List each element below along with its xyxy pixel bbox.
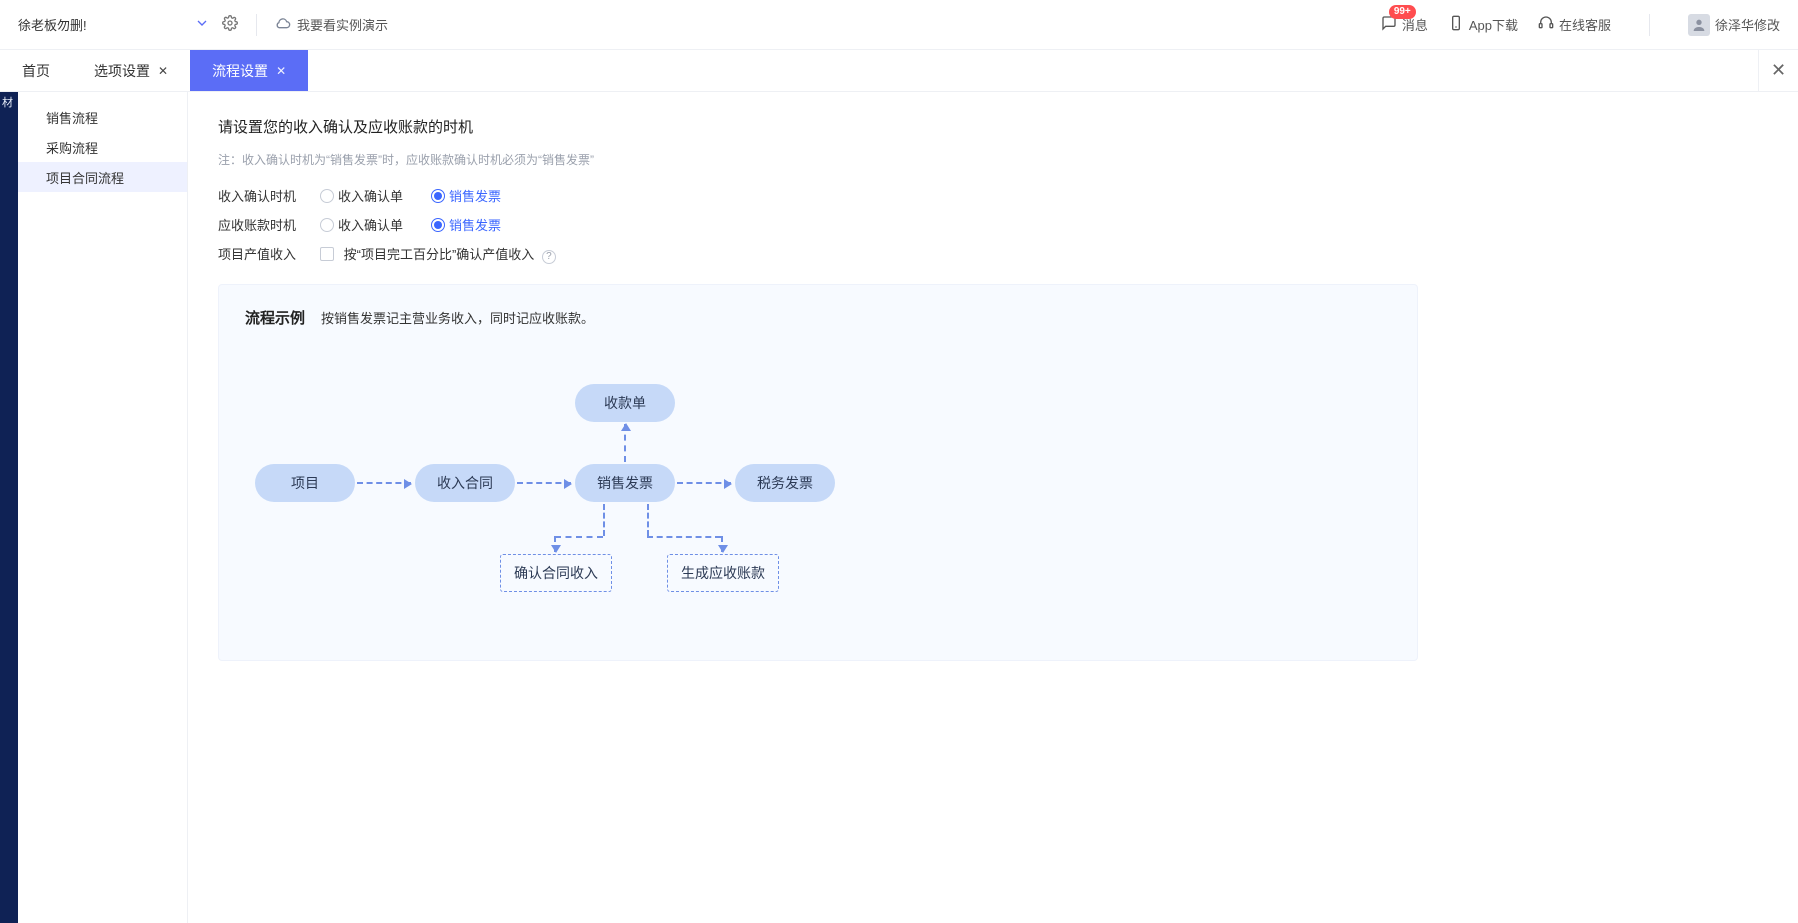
headset-icon: [1538, 15, 1554, 34]
rail-label: 材: [2, 94, 13, 110]
node-label: 税务发票: [757, 473, 813, 493]
radio-icon: [431, 189, 445, 203]
option-row-income-timing: 收入确认时机 收入确认单 销售发票: [218, 186, 1768, 205]
radio-ar-confirm-doc[interactable]: 收入确认单: [320, 215, 403, 234]
close-icon[interactable]: ✕: [158, 64, 168, 78]
tab-flow-settings[interactable]: 流程设置 ✕: [190, 50, 308, 91]
flow-arrow: [554, 536, 556, 552]
tab-label: 首页: [22, 61, 50, 81]
org-name: 徐老板勿删!: [18, 15, 87, 34]
phone-icon: [1448, 15, 1464, 34]
radio-label: 销售发票: [449, 215, 501, 234]
flow-arrow: [721, 536, 723, 552]
flow-node-income-contract: 收入合同: [415, 464, 515, 502]
flow-arrow: [647, 536, 721, 538]
node-label: 项目: [291, 473, 319, 493]
radio-income-sales-invoice[interactable]: 销售发票: [431, 186, 501, 205]
main-content: 请设置您的收入确认及应收账款的时机 注：收入确认时机为“销售发票”时，应收账款确…: [188, 92, 1798, 923]
flow-example-panel: 流程示例 按销售发票记主营业务收入，同时记应收账款。 项目 收入合同 销售发票 …: [218, 284, 1418, 661]
flow-arrow: [647, 504, 649, 536]
flow-node-project: 项目: [255, 464, 355, 502]
sidenav-item-contract-flow[interactable]: 项目合同流程: [18, 162, 187, 192]
tab-options[interactable]: 选项设置 ✕: [72, 50, 190, 91]
node-label: 收入合同: [437, 473, 493, 493]
sidenav-item-label: 销售流程: [46, 108, 98, 127]
cloud-icon: [275, 15, 291, 34]
flow-arrow: [603, 504, 605, 536]
tab-label: 流程设置: [212, 61, 268, 81]
radio-label: 销售发票: [449, 186, 501, 205]
checkbox-icon: [320, 247, 334, 261]
user-menu[interactable]: 徐泽华修改: [1688, 14, 1780, 36]
sidenav-item-sales-flow[interactable]: 销售流程: [18, 102, 187, 132]
checkbox-label: 按“项目完工百分比”确认产值收入: [344, 247, 535, 262]
radio-income-confirm-doc[interactable]: 收入确认单: [320, 186, 403, 205]
flow-node-sales-invoice: 销售发票: [575, 464, 675, 502]
flow-arrow: [677, 482, 731, 484]
node-label: 生成应收账款: [681, 563, 765, 583]
option-row-project-output: 项目产值收入 按“项目完工百分比”确认产值收入 ?: [218, 244, 1768, 264]
page-note: 注：收入确认时机为“销售发票”时，应收账款确认时机必须为“销售发票”: [218, 151, 1768, 168]
sidenav: 销售流程 采购流程 项目合同流程: [18, 92, 188, 923]
avatar-icon: [1688, 14, 1710, 36]
flow-description: 按销售发票记主营业务收入，同时记应收账款。: [321, 308, 594, 327]
page-title: 请设置您的收入确认及应收账款的时机: [218, 116, 1768, 137]
checkbox-percent-complete[interactable]: 按“项目完工百分比”确认产值收入 ?: [320, 244, 556, 264]
flow-canvas: 项目 收入合同 销售发票 税务发票 收款单 确认合同收入 生成应收账款: [245, 354, 1391, 614]
flow-node-generate-ar: 生成应收账款: [667, 554, 779, 592]
sidenav-item-label: 采购流程: [46, 138, 98, 157]
tab-label: 选项设置: [94, 61, 150, 81]
topbar: 徐老板勿删! 我要看实例演示 99+ 消息: [0, 0, 1798, 50]
sidenav-item-purchase-flow[interactable]: 采购流程: [18, 132, 187, 162]
flow-arrow: [357, 482, 411, 484]
node-label: 销售发票: [597, 473, 653, 493]
radio-label: 收入确认单: [338, 215, 403, 234]
option-row-ar-timing: 应收账款时机 收入确认单 销售发票: [218, 215, 1768, 234]
radio-ar-sales-invoice[interactable]: 销售发票: [431, 215, 501, 234]
gear-icon[interactable]: [222, 15, 238, 34]
topbar-actions: 99+ 消息 App下载 在线客服: [1381, 14, 1780, 36]
divider: [1649, 14, 1650, 36]
vertical-rail: 材: [0, 92, 18, 923]
node-label: 确认合同收入: [514, 563, 598, 583]
flow-arrow: [624, 424, 626, 462]
radio-icon: [431, 218, 445, 232]
support-button[interactable]: 在线客服: [1538, 15, 1611, 34]
tabstrip-close-button[interactable]: ✕: [1758, 50, 1798, 91]
sidenav-item-label: 项目合同流程: [46, 168, 124, 187]
messages-badge: 99+: [1389, 5, 1416, 19]
flow-node-confirm-income: 确认合同收入: [500, 554, 612, 592]
option-label: 收入确认时机: [218, 186, 308, 205]
radio-label: 收入确认单: [338, 186, 403, 205]
option-label: 项目产值收入: [218, 244, 308, 263]
divider: [256, 14, 257, 36]
radio-icon: [320, 218, 334, 232]
app-download-button[interactable]: App下载: [1448, 15, 1518, 34]
demo-link[interactable]: 我要看实例演示: [275, 15, 388, 34]
messages-button[interactable]: 99+ 消息: [1381, 15, 1428, 34]
chevron-down-icon: [194, 15, 210, 34]
tabstrip: 首页 选项设置 ✕ 流程设置 ✕ ✕: [0, 50, 1798, 92]
flow-node-receipt: 收款单: [575, 384, 675, 422]
flow-title: 流程示例: [245, 307, 305, 328]
close-icon[interactable]: ✕: [276, 64, 286, 78]
app-download-label: App下载: [1469, 15, 1518, 34]
help-icon[interactable]: ?: [542, 250, 556, 264]
option-label: 应收账款时机: [218, 215, 308, 234]
flow-node-tax-invoice: 税务发票: [735, 464, 835, 502]
username-label: 徐泽华修改: [1715, 15, 1780, 34]
support-label: 在线客服: [1559, 15, 1611, 34]
flow-arrow: [517, 482, 571, 484]
tab-home[interactable]: 首页: [0, 50, 72, 91]
flow-arrow: [555, 536, 603, 538]
demo-label: 我要看实例演示: [297, 15, 388, 34]
org-selector[interactable]: 徐老板勿删!: [18, 15, 238, 34]
radio-icon: [320, 189, 334, 203]
node-label: 收款单: [604, 393, 646, 413]
